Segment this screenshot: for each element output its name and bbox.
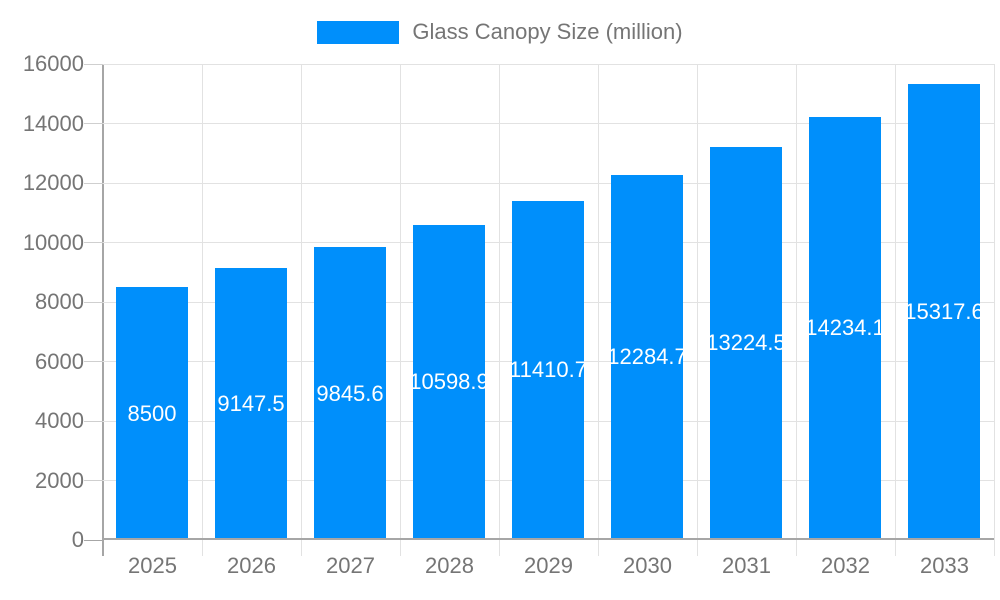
y-tick-label: 8000 (35, 289, 84, 314)
y-tick-label: 4000 (35, 408, 84, 433)
y-tick (84, 63, 103, 65)
x-tick-label: 2030 (623, 553, 672, 578)
bar-value-label: 14234.1 (809, 315, 881, 341)
x-tick-label: 2033 (920, 553, 969, 578)
category-gridline (300, 64, 302, 556)
x-tick-label: 2031 (722, 553, 771, 578)
legend[interactable]: Glass Canopy Size (million) (0, 19, 1000, 45)
bar[interactable]: 9147.5 (215, 267, 287, 540)
bar-value-label: 10598.9 (413, 369, 485, 395)
x-tick-label: 2027 (326, 553, 375, 578)
bar[interactable]: 14234.1 (809, 116, 881, 540)
y-tick-label: 10000 (22, 229, 84, 255)
y-tick-label: 16000 (22, 51, 84, 76)
category-gridline (795, 64, 797, 556)
y-tick-label: 14000 (22, 110, 84, 136)
y-tick (84, 420, 103, 422)
y-tick (84, 242, 103, 243)
bar[interactable]: 13224.5 (710, 146, 782, 540)
legend-swatch-icon (317, 20, 400, 44)
y-tick-label: 2000 (35, 467, 84, 493)
bar-value-label: 9845.6 (316, 380, 384, 406)
bar[interactable]: 8500 (116, 287, 188, 540)
y-tick-label: 6000 (35, 348, 84, 374)
bar[interactable]: 10598.9 (413, 224, 485, 540)
y-gridline (103, 182, 994, 184)
bar-value-label: 13224.5 (710, 330, 782, 356)
category-gridline (399, 64, 401, 556)
category-gridline (498, 64, 500, 556)
bar-value-label: 15317.6 (908, 299, 980, 325)
bar[interactable]: 11410.7 (512, 200, 584, 540)
bar-value-label: 9147.5 (217, 390, 285, 416)
bar[interactable]: 9845.6 (314, 247, 386, 540)
y-tick (84, 480, 103, 481)
bar[interactable]: 15317.6 (908, 84, 980, 540)
category-gridline (993, 64, 995, 556)
y-gridline (103, 63, 994, 65)
category-gridline (201, 64, 203, 556)
bar[interactable]: 12284.7 (611, 174, 683, 540)
y-axis-line (102, 64, 104, 556)
bar-value-label: 11410.7 (512, 357, 584, 383)
y-tick-label: 0 (71, 527, 84, 552)
category-gridline (696, 64, 698, 556)
bar-value-label: 12284.7 (611, 344, 683, 370)
x-tick-label: 2029 (524, 553, 573, 578)
y-tick (84, 539, 103, 541)
x-tick-label: 2026 (227, 553, 276, 578)
y-gridline (103, 123, 994, 124)
y-tick (84, 123, 103, 124)
x-tick-label: 2028 (425, 553, 474, 578)
x-axis-line (103, 538, 994, 540)
category-gridline (597, 64, 599, 556)
plot-area: 8500 9147.5 9845.6 10598.9 11410.7 12284.7 132… (84, 63, 995, 556)
y-tick (84, 361, 103, 362)
bar-value-label: 8500 (127, 400, 177, 426)
legend-label: Glass Canopy Size (million) (412, 19, 683, 44)
y-tick (84, 182, 103, 184)
x-tick-label: 2032 (821, 553, 870, 578)
category-gridline (894, 64, 896, 556)
y-tick (84, 301, 103, 303)
x-tick-label: 2025 (128, 553, 177, 578)
y-tick-label: 12000 (22, 170, 84, 195)
